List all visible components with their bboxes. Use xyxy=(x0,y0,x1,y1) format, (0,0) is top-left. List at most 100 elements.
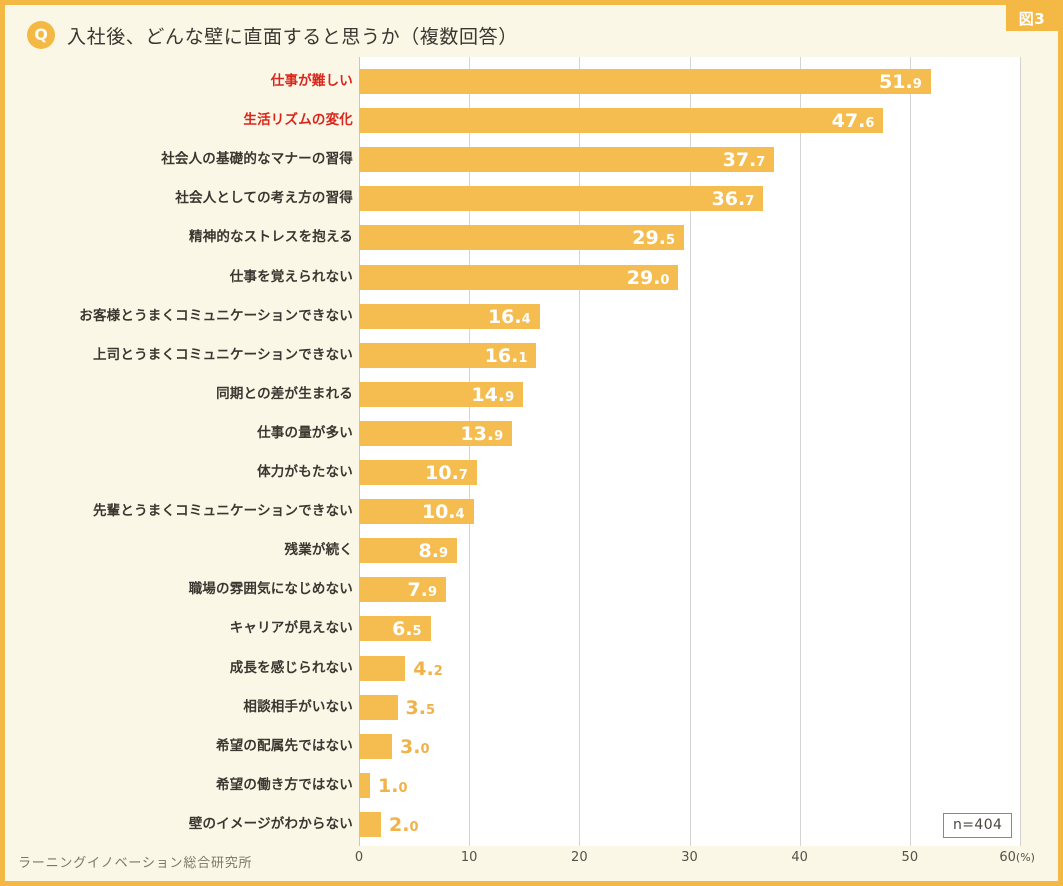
bar-value-label: 3.0 xyxy=(400,735,430,758)
bar-value-label: 29.5 xyxy=(632,227,675,250)
gridline-0 xyxy=(359,57,360,846)
category-label: 上司とうまくコミュニケーションできない xyxy=(92,346,353,363)
x-tick-label: 10 xyxy=(460,850,478,865)
bar-row: 仕事を覚えられない 29.0 xyxy=(5,264,1058,290)
bar xyxy=(359,616,431,642)
bar-value-label: 14.9 xyxy=(471,383,515,406)
bar xyxy=(359,381,524,407)
bar-row: 上司とうまくコミュニケーションできない 16.1 xyxy=(5,342,1058,368)
bar-row: 仕事が難しい 51.9 xyxy=(5,69,1058,94)
question-icon: Q xyxy=(27,21,55,49)
source-footer: ラーニングイノベーション総合研究所 xyxy=(18,856,253,871)
bar xyxy=(359,186,764,212)
gridline-50 xyxy=(909,57,911,846)
category-label: 仕事を覚えられない xyxy=(229,268,353,285)
category-label: 同期との差が生まれる xyxy=(216,385,353,402)
bar-row: 希望の働き方ではない 1.0 xyxy=(5,772,1058,798)
bar-chart: 仕事が難しい 51.9 生活リズムの変化 47.6 社会人の基礎的なマナーの習得 37.7… xyxy=(5,57,1058,865)
bar-row: 社会人としての考え方の習得 36.7 xyxy=(5,186,1058,212)
category-label: 仕事が難しい xyxy=(270,73,353,89)
bar xyxy=(359,342,537,368)
bar-value-label: 2.0 xyxy=(389,813,419,836)
bar xyxy=(359,538,458,564)
bar-value-label: 37.7 xyxy=(722,149,766,172)
x-tick-label: 30 xyxy=(681,850,698,865)
bar-value-label: 8.9 xyxy=(418,540,449,563)
category-label: 希望の配属先ではない xyxy=(216,737,353,754)
category-label: 精神的なストレスを抱える xyxy=(189,229,353,246)
bar-row: 仕事の量が多い 13.9 xyxy=(5,420,1058,446)
category-label: 仕事の量が多い xyxy=(257,424,353,441)
bar xyxy=(359,264,679,290)
category-label: キャリアが見えない xyxy=(229,620,353,637)
bar-value-label: 16.1 xyxy=(484,344,528,367)
bar-row: 同期との差が生まれる 14.9 xyxy=(5,381,1058,407)
bar-value-label: 7.9 xyxy=(407,579,438,602)
bar-value-label: 47.6 xyxy=(831,110,875,133)
bar-row: キャリアが見えない 6.5 xyxy=(5,616,1058,642)
figure-number-badge: 図3 xyxy=(1006,5,1058,31)
bar xyxy=(359,460,477,485)
bar-row: 体力がもたない 10.7 xyxy=(5,460,1058,485)
category-label: お客様とうまくコミュニケーションできない xyxy=(79,307,353,324)
bar xyxy=(359,303,540,329)
category-label: 相談相手がいない xyxy=(243,698,353,715)
x-tick-label: 60(%) xyxy=(999,850,1035,865)
bar-value-label: 29.0 xyxy=(626,266,670,289)
x-tick-label: 40 xyxy=(791,850,808,865)
bar-row: 先輩とうまくコミュニケーションできない 10.4 xyxy=(5,499,1058,525)
bar xyxy=(359,733,393,759)
category-label: 社会人としての考え方の習得 xyxy=(175,190,353,207)
gridline-10 xyxy=(469,57,471,846)
bar-row: 職場の雰囲気になじめない 7.9 xyxy=(5,577,1058,603)
bar-row: 成長を感じられない 4.2 xyxy=(5,655,1058,681)
x-tick-label: 0 xyxy=(354,850,364,865)
bar-row: 相談相手がいない 3.5 xyxy=(5,694,1058,720)
bar xyxy=(359,108,884,134)
bar-value-label: 3.5 xyxy=(405,696,436,719)
bar-value-label: 13.9 xyxy=(460,422,504,445)
bar-value-label: 1.0 xyxy=(378,774,408,797)
category-label: 社会人の基礎的なマナーの習得 xyxy=(161,151,353,168)
bar-row: 希望の配属先ではない 3.0 xyxy=(5,733,1058,759)
bar-value-label: 36.7 xyxy=(711,188,755,211)
bar-value-label: 16.4 xyxy=(487,305,531,328)
bar xyxy=(359,577,447,603)
bar-row: お客様とうまくコミュニケーションできない 16.4 xyxy=(5,303,1058,329)
bar-value-label: 10.7 xyxy=(425,462,468,484)
category-label: 成長を感じられない xyxy=(229,659,353,676)
gridline-20 xyxy=(579,57,581,846)
bar xyxy=(359,772,371,798)
bar xyxy=(359,811,382,837)
category-label: 生活リズムの変化 xyxy=(243,112,353,129)
bar-row: 生活リズムの変化 47.6 xyxy=(5,108,1058,134)
bar xyxy=(359,499,474,525)
category-label: 残業が続く xyxy=(284,542,353,559)
gridline-40 xyxy=(799,57,801,846)
bar-value-label: 51.9 xyxy=(879,71,922,93)
category-label: 希望の働き方ではない xyxy=(216,776,353,793)
bar xyxy=(359,420,513,446)
bar-row: 精神的なストレスを抱える 29.5 xyxy=(5,225,1058,251)
category-label: 先輩とうまくコミュニケーションできない xyxy=(92,503,353,520)
bar-row: 壁のイメージがわからない 2.0 xyxy=(5,811,1058,837)
sample-size-badge: n=404 xyxy=(943,813,1013,838)
bar xyxy=(359,225,684,251)
chart-header: Q 入社後、どんな壁に直面すると思うか（複数回答） xyxy=(27,21,518,49)
page-title: 入社後、どんな壁に直面すると思うか（複数回答） xyxy=(67,25,518,48)
bar-value-label: 10.4 xyxy=(421,501,465,524)
bar-rows: 仕事が難しい 51.9 生活リズムの変化 47.6 社会人の基礎的なマナーの習得 37.7… xyxy=(5,57,1058,847)
bar-row: 残業が続く 8.9 xyxy=(5,538,1058,564)
gridline-60 xyxy=(1020,57,1021,846)
category-label: 職場の雰囲気になじめない xyxy=(188,581,353,598)
category-label: 体力がもたない xyxy=(257,464,353,480)
x-tick-label: 50 xyxy=(901,850,919,865)
bar xyxy=(359,147,775,173)
bar xyxy=(359,69,931,94)
bar-value-label: 6.5 xyxy=(392,618,422,641)
bar xyxy=(359,694,398,720)
bar-value-label: 4.2 xyxy=(413,657,443,680)
gridline-30 xyxy=(689,57,691,846)
bar xyxy=(359,655,406,681)
